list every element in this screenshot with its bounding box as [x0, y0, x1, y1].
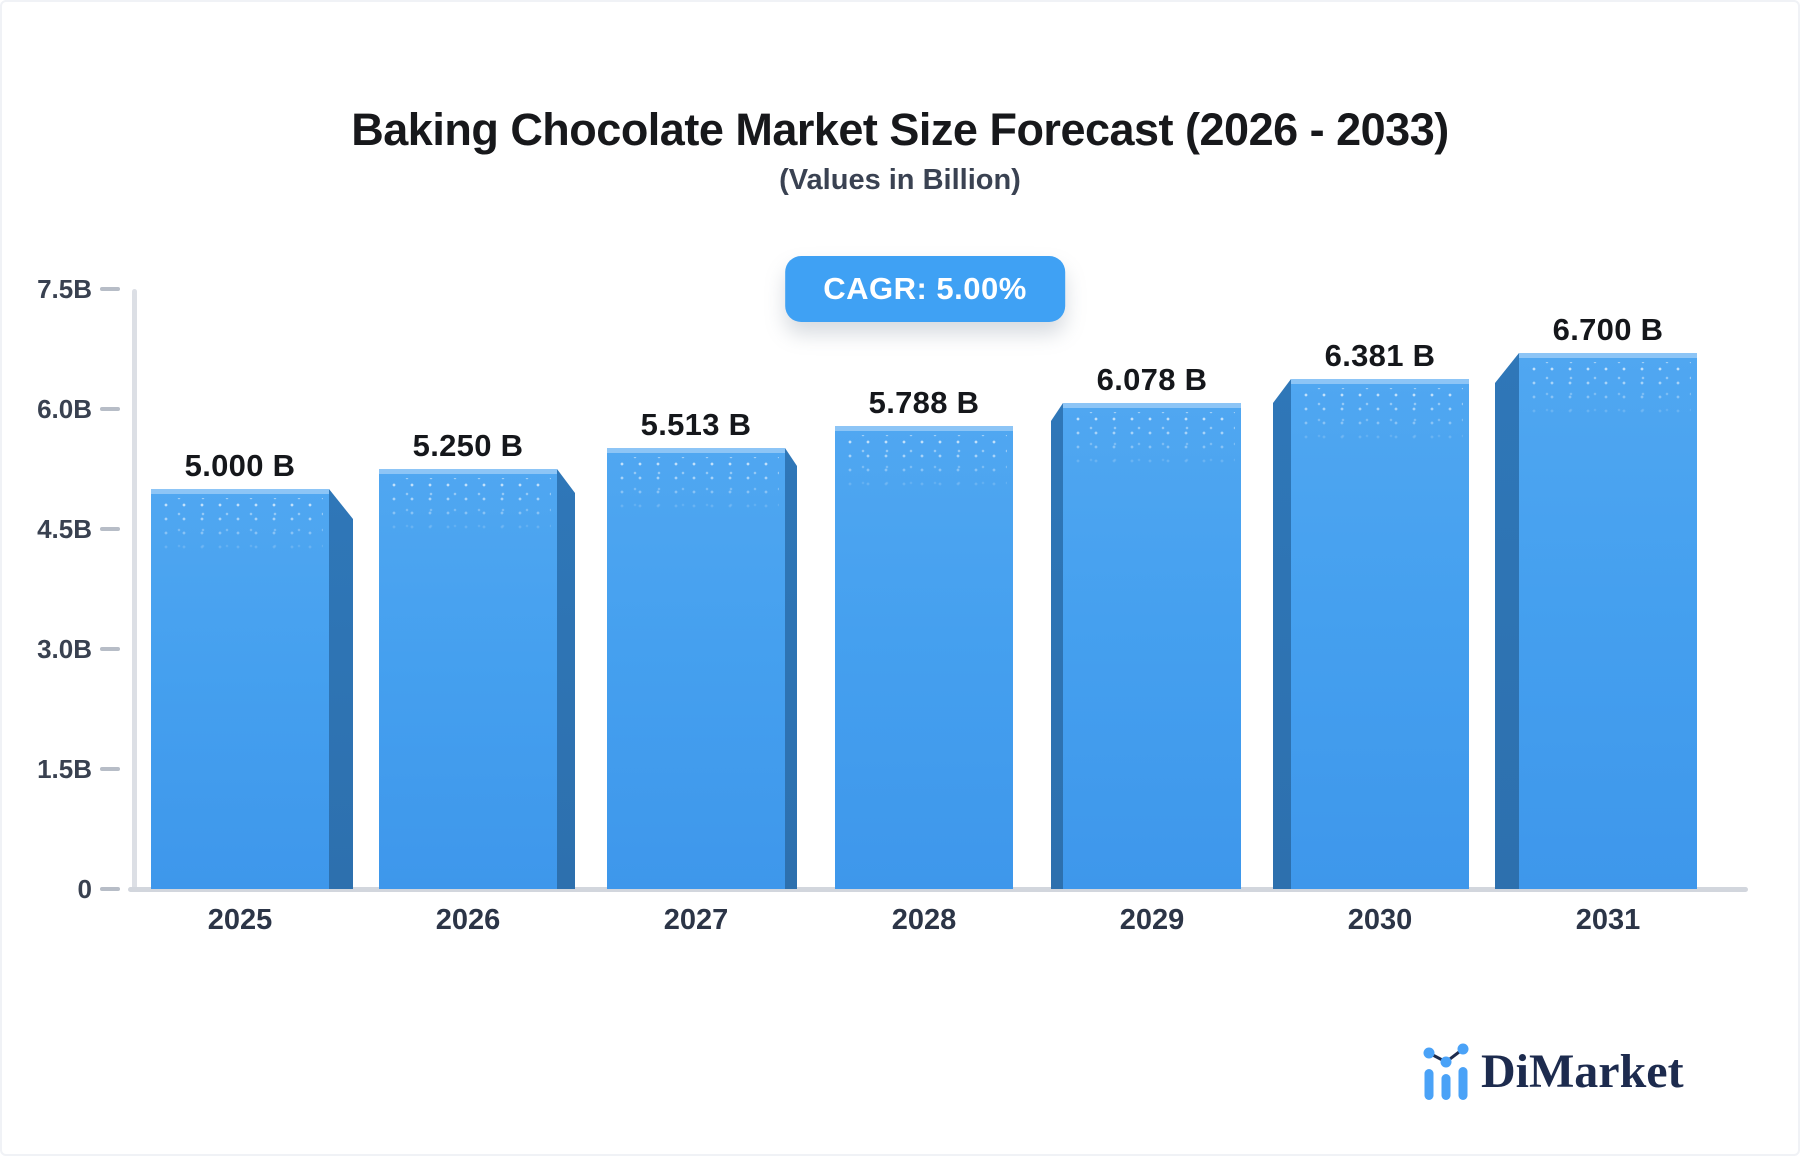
y-axis-tick: [100, 647, 120, 651]
bar-value-label: 6.078 B: [1096, 362, 1208, 397]
bar-side-face: [329, 489, 353, 889]
bar-dots-texture: [613, 457, 779, 519]
x-axis-label: 2028: [891, 904, 957, 936]
bar: [1291, 379, 1469, 889]
bar-top-highlight: [379, 469, 557, 474]
bar-dots-texture: [1525, 362, 1691, 424]
bar-value-label: 6.700 B: [1552, 312, 1664, 347]
bar-side-face: [1495, 353, 1519, 889]
x-axis-line: [128, 887, 1748, 892]
bar: [151, 489, 329, 889]
bar: [607, 448, 785, 889]
bar-value-label: 5.513 B: [640, 407, 752, 442]
y-axis-tick: [100, 407, 120, 411]
x-axis-label: 2025: [207, 904, 273, 936]
brand-logo: DiMarket: [1423, 1042, 1684, 1102]
bar-value-label: 5.250 B: [412, 428, 524, 463]
logo-icon: [1423, 1042, 1469, 1102]
bar-side-face: [1273, 379, 1291, 889]
bar-value-label: 5.788 B: [868, 385, 980, 420]
y-axis-label: 3.0B: [37, 634, 92, 664]
bar: [1063, 403, 1241, 889]
y-axis-tick: [100, 287, 120, 291]
y-axis-label: 1.5B: [37, 754, 92, 784]
bar-dots-texture: [1297, 388, 1463, 450]
bar-top-highlight: [151, 489, 329, 494]
y-axis-label: 4.5B: [37, 514, 92, 544]
y-axis-tick: [100, 527, 120, 531]
bar-side-face: [1051, 403, 1063, 889]
y-axis-line: [132, 289, 137, 892]
bar: [835, 426, 1013, 889]
y-axis-label: 6.0B: [37, 394, 92, 424]
bar-side-face: [557, 469, 575, 889]
chart-subtitle: (Values in Billion): [779, 164, 1021, 196]
bar-top-highlight: [1519, 353, 1697, 358]
bar: [379, 469, 557, 889]
bar-dots-texture: [841, 435, 1007, 497]
x-axis-label: 2029: [1119, 904, 1185, 936]
y-axis-tick: [100, 887, 120, 891]
bar-top-highlight: [1291, 379, 1469, 384]
bar-dots-texture: [1069, 412, 1235, 474]
bar-top-highlight: [1063, 403, 1241, 408]
page-title: Baking Chocolate Market Size Forecast (2…: [351, 104, 1449, 155]
y-axis-label: 7.5B: [37, 274, 92, 304]
bar-side-face: [785, 448, 797, 889]
bar-dots-texture: [385, 478, 551, 540]
x-axis-label: 2027: [663, 904, 729, 936]
y-axis-label: 0: [77, 874, 92, 904]
bar-top-highlight: [607, 448, 785, 453]
bar: [1519, 353, 1697, 889]
y-axis-tick: [100, 767, 120, 771]
bar-value-label: 5.000 B: [184, 448, 296, 483]
x-axis-label: 2030: [1347, 904, 1413, 936]
bar-value-label: 6.381 B: [1324, 338, 1436, 373]
cagr-badge: CAGR: 5.00%: [785, 256, 1065, 322]
x-axis-label: 2031: [1575, 904, 1641, 936]
brand-name: DiMarket: [1481, 1045, 1684, 1098]
bar-dots-texture: [157, 498, 323, 560]
x-axis-label: 2026: [435, 904, 501, 936]
bar-top-highlight: [835, 426, 1013, 431]
